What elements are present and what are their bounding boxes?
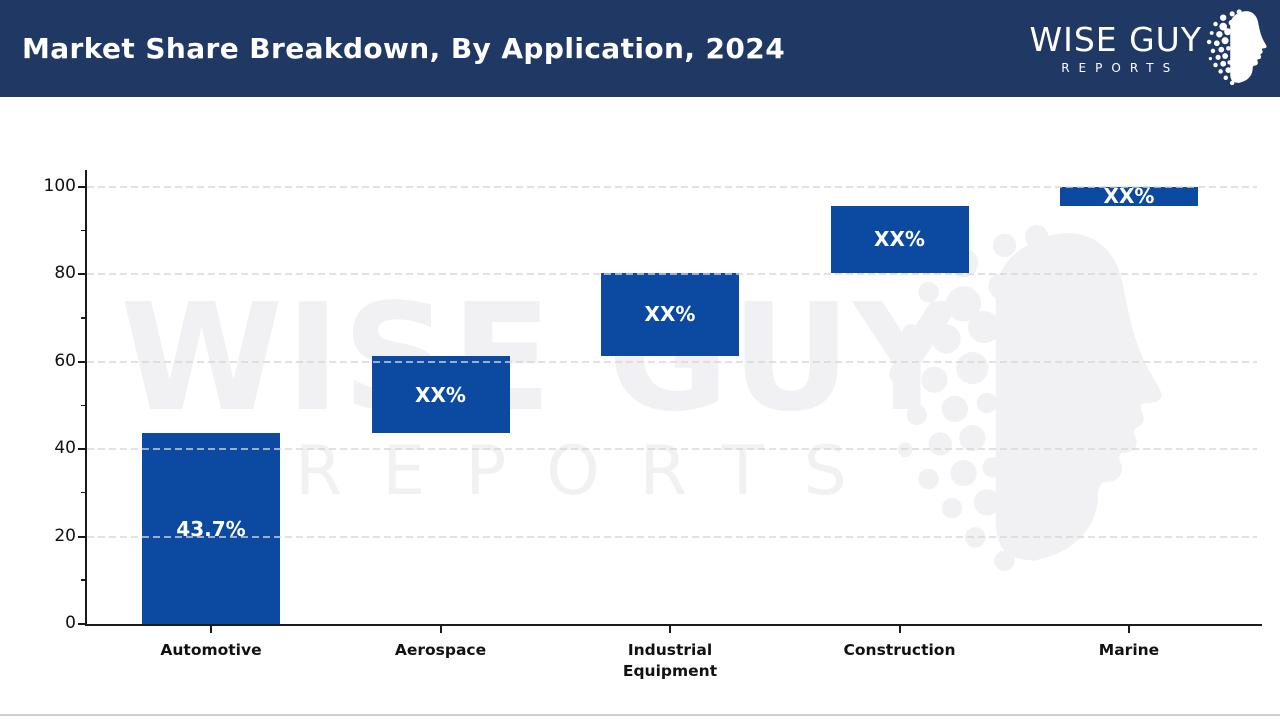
y-axis-minor-tick <box>81 404 85 407</box>
page-title: Market Share Breakdown, By Application, … <box>22 32 786 65</box>
footer-divider <box>0 714 1280 716</box>
bar-value-label: XX% <box>874 227 925 252</box>
watermark-text: WISE GUY <box>120 272 963 444</box>
y-axis-tick-label: 60 <box>54 350 76 371</box>
y-axis-line <box>85 170 87 626</box>
x-axis-tick <box>898 626 901 633</box>
gridline <box>87 448 1257 451</box>
bar-value-label: XX% <box>644 302 696 327</box>
x-axis-tick <box>1128 626 1130 633</box>
brand-name: WISE GUY <box>1029 20 1202 59</box>
brand-logo-text: WISE GUY REPORTS <box>1029 23 1202 74</box>
y-axis-tick <box>78 360 85 363</box>
wiseguy-face-icon <box>1206 8 1267 85</box>
y-axis-minor-tick <box>81 229 85 232</box>
y-axis-tick-label: 40 <box>54 438 76 459</box>
y-axis-tick <box>78 535 85 538</box>
y-axis-minor-tick <box>81 579 85 581</box>
y-axis-tick <box>78 273 85 276</box>
y-axis-tick-label: 20 <box>54 525 76 546</box>
bar-aerospace <box>371 356 510 434</box>
brand-subname: REPORTS <box>1061 61 1180 75</box>
bar-value-label: XX% <box>1103 184 1155 209</box>
x-axis-tick <box>439 626 442 633</box>
x-axis-category-label: Automotive <box>160 641 262 659</box>
y-axis-tick-label: 80 <box>54 263 76 284</box>
y-axis-tick <box>78 448 85 451</box>
y-axis-minor-tick <box>81 317 85 319</box>
x-axis-category-label: Marine <box>1098 641 1160 659</box>
gridline <box>87 273 1257 276</box>
brand-logo: WISE GUY REPORTS <box>1029 8 1268 90</box>
x-axis-category-label: Aerospace <box>394 641 487 659</box>
bar-marine <box>1060 187 1198 206</box>
x-axis-category-label: Construction <box>843 641 956 659</box>
bar-industrial-equipment <box>601 272 739 357</box>
bar-value-label: XX% <box>415 382 466 407</box>
header-banner: Market Share Breakdown, By Application, … <box>0 0 1280 97</box>
y-axis-minor-tick <box>81 491 85 494</box>
gridline <box>87 360 1257 363</box>
x-axis-category-label: Industrial Equipment <box>622 641 718 680</box>
y-axis-tick-label: 0 <box>65 613 76 633</box>
watermark-subtext: REPORTS <box>295 432 887 511</box>
x-axis-tick <box>210 626 212 633</box>
y-axis-tick <box>78 623 85 625</box>
y-axis-tick-label: 100 <box>43 176 76 196</box>
y-axis-tick <box>78 186 85 188</box>
x-axis-line <box>85 624 1262 626</box>
bar-value-label: 43.7% <box>176 516 246 541</box>
bar-automotive <box>142 433 280 624</box>
bar-construction <box>830 205 969 273</box>
gridline <box>87 186 1257 188</box>
x-axis-tick <box>669 626 671 633</box>
gridline <box>87 535 1257 538</box>
